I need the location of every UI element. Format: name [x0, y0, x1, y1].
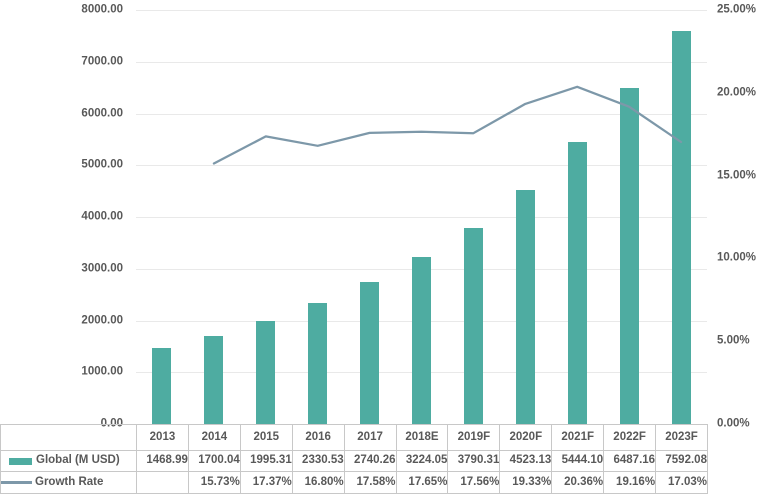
value-cell: 19.33% — [499, 471, 553, 494]
growth-rate-line-layer — [212, 85, 683, 165]
year-header-cell: 2015 — [239, 424, 293, 451]
value-cell: 7592.08 — [655, 450, 708, 472]
global-series-bar — [152, 347, 172, 424]
horizontal-gridline — [136, 217, 707, 218]
primary-axis-tick-label: 3000.00 — [81, 262, 123, 274]
value-cell: 16.80% — [291, 471, 345, 494]
horizontal-gridline — [136, 10, 707, 11]
legend-cell: Growth Rate — [0, 471, 137, 494]
value-cell — [136, 471, 189, 494]
legend-entry: Growth Rate — [1, 475, 136, 489]
chart-data-table: 2013 2014 2015 2016 2017 2018E 2019F 2020F 2021F… — [0, 424, 708, 494]
global-series-bar — [308, 303, 328, 424]
value-cell: 19.16% — [603, 471, 657, 494]
year-header-cell: 2018E — [395, 424, 449, 451]
line-series-swatch — [1, 481, 32, 484]
secondary-axis-tick-label: 20.00% — [717, 86, 757, 99]
value-cell: 5444.10 — [551, 450, 605, 472]
legend-cell: Global (M USD) — [0, 450, 137, 472]
global-series-bar — [360, 282, 380, 424]
year-header-cell: 2022F — [603, 424, 657, 451]
value-cell: 3224.05 — [395, 450, 449, 472]
value-cell: 17.37% — [239, 471, 293, 494]
global-series-bar — [412, 257, 431, 424]
horizontal-gridline — [136, 61, 707, 63]
year-header-cell: 2023F — [655, 424, 708, 451]
secondary-axis-tick-label: 15.00% — [717, 168, 757, 181]
year-header-cell: 2013 — [136, 424, 189, 451]
year-header-cell: 2019F — [447, 424, 501, 451]
value-cell: 2740.26 — [343, 450, 397, 472]
value-cell: 1995.31 — [239, 450, 293, 472]
global-series-bar — [619, 88, 639, 424]
bar-series-swatch — [9, 457, 32, 465]
primary-axis-tick-label: 1000.00 — [81, 365, 123, 378]
global-series-bar — [515, 189, 535, 424]
primary-axis-tick-label: 7000.00 — [81, 55, 123, 67]
secondary-axis-tick-label: 0.00% — [717, 417, 750, 430]
value-cell: 1700.04 — [187, 450, 241, 472]
value-cell: 3790.31 — [447, 450, 501, 472]
year-header-cell: 2017 — [343, 424, 397, 451]
global-series-bar — [463, 227, 483, 424]
primary-axis-tick-label: 0.00 — [100, 417, 123, 430]
value-cell: 17.65% — [395, 471, 449, 494]
value-cell: 17.56% — [447, 471, 501, 494]
value-cell: 20.36% — [551, 471, 605, 494]
value-cell: 17.03% — [655, 471, 708, 494]
global-series-bar — [256, 320, 276, 424]
table-corner-cell — [0, 424, 137, 451]
year-header-cell: 2021F — [551, 424, 605, 451]
value-cell: 15.73% — [187, 471, 241, 494]
primary-axis-tick-label: 6000.00 — [81, 106, 123, 119]
value-cell: 1468.99 — [136, 450, 189, 472]
primary-axis-tick-label: 5000.00 — [81, 158, 123, 171]
series-name-label: Global (M USD) — [36, 454, 120, 467]
global-series-bar — [567, 142, 587, 424]
secondary-axis-tick-label: 10.00% — [717, 251, 757, 264]
legend-entry: Global (M USD) — [2, 454, 136, 467]
primary-axis-tick-label: 8000.00 — [81, 3, 123, 16]
value-cell: 2330.53 — [291, 450, 345, 472]
global-series-bar — [204, 336, 224, 424]
year-header-cell: 2016 — [291, 424, 345, 451]
plot-area — [136, 10, 707, 424]
year-header-cell: 2020F — [499, 424, 553, 451]
primary-axis-tick-label: 2000.00 — [81, 313, 123, 326]
value-cell: 4523.13 — [499, 450, 553, 472]
value-cell: 17.58% — [343, 471, 397, 494]
horizontal-gridline — [136, 113, 707, 115]
year-header-cell: 2014 — [187, 424, 241, 451]
primary-axis-tick-label: 4000.00 — [81, 210, 123, 223]
horizontal-gridline — [136, 165, 707, 167]
value-cell: 6487.16 — [603, 450, 657, 472]
series-name-label: Growth Rate — [35, 475, 104, 488]
secondary-axis-tick-label: 25.00% — [717, 3, 757, 16]
global-series-bar — [671, 31, 691, 424]
growth-rate-line — [212, 85, 683, 165]
secondary-axis-tick-label: 5.00% — [717, 334, 750, 347]
